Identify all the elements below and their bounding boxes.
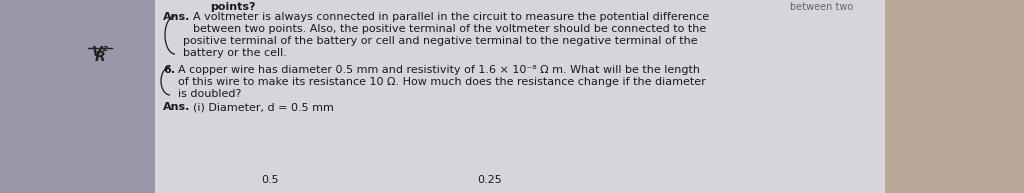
Text: Ans.: Ans.: [163, 12, 190, 22]
Text: 0.25: 0.25: [477, 175, 503, 185]
Text: between two: between two: [790, 2, 853, 12]
Text: V²: V²: [91, 45, 109, 59]
Text: R: R: [94, 50, 105, 64]
Bar: [0, 0, 155, 193]
Text: Ans.: Ans.: [163, 102, 190, 112]
Text: 0.5: 0.5: [261, 175, 279, 185]
Text: A voltmeter is always connected in parallel in the circuit to measure the potent: A voltmeter is always connected in paral…: [193, 12, 710, 22]
Bar: [155, 0, 885, 193]
Text: 6.: 6.: [163, 65, 175, 75]
Text: battery or the cell.: battery or the cell.: [183, 48, 287, 58]
Text: of this wire to make its resistance 10 Ω. How much does the resistance change if: of this wire to make its resistance 10 Ω…: [178, 77, 706, 87]
Bar: [885, 0, 1024, 193]
Text: positive terminal of the battery or cell and negative terminal to the negative t: positive terminal of the battery or cell…: [183, 36, 697, 46]
Text: (i) Diameter, d = 0.5 mm: (i) Diameter, d = 0.5 mm: [193, 102, 334, 112]
Text: between two points. Also, the positive terminal of the voltmeter should be conne: between two points. Also, the positive t…: [193, 24, 707, 34]
Text: points?: points?: [210, 2, 256, 12]
Text: is doubled?: is doubled?: [178, 89, 242, 99]
Text: A copper wire has diameter 0.5 mm and resistivity of 1.6 × 10⁻⁸ Ω m. What will b: A copper wire has diameter 0.5 mm and re…: [178, 65, 700, 75]
